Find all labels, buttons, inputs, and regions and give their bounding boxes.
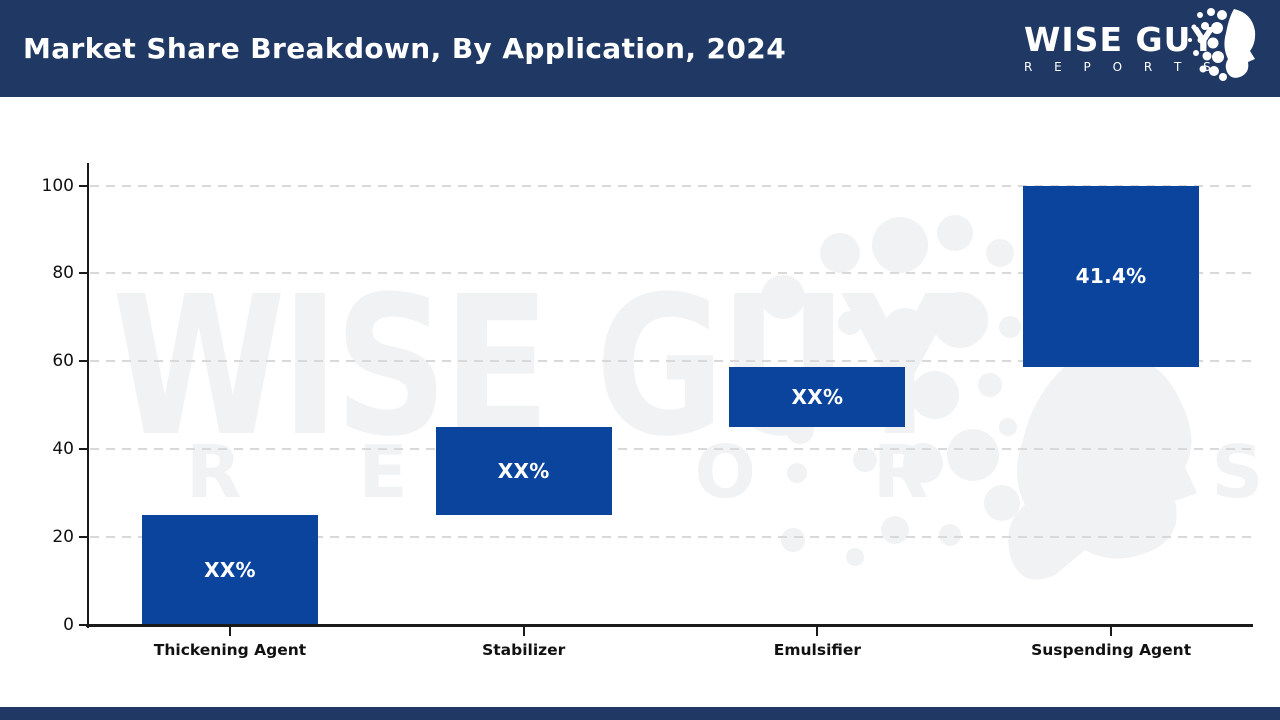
- y-tick-label: 0: [63, 615, 74, 635]
- x-category-label: Stabilizer: [482, 641, 566, 659]
- y-tick-label: 60: [52, 351, 74, 372]
- chart-title: Market Share Breakdown, By Application, …: [23, 32, 787, 65]
- y-tick-mark: [79, 272, 88, 275]
- y-tick-label: 40: [52, 439, 74, 460]
- y-gridline: [90, 536, 1253, 539]
- bar-stabilizer: XX%: [435, 427, 612, 516]
- logo-head-icon: [1188, 8, 1256, 81]
- header-banner: Market Share Breakdown, By Application, …: [0, 0, 1280, 97]
- bar-value-label: 41.4%: [1075, 264, 1147, 289]
- y-gridline: [90, 272, 1253, 275]
- bar-thickening-agent: XX%: [142, 515, 318, 625]
- x-category-label: Emulsifier: [773, 641, 862, 659]
- x-tick-mark: [1110, 627, 1113, 636]
- logo-reports-text: R E P O R T S: [1024, 60, 1220, 74]
- x-tick-mark: [229, 627, 231, 636]
- logo-wordmark: WISE GUY R E P O R T S: [1024, 20, 1220, 75]
- y-tick-label: 80: [52, 263, 74, 284]
- x-tick-mark: [816, 627, 819, 636]
- y-tick-mark: [79, 448, 88, 451]
- bar-value-label: XX%: [204, 558, 256, 583]
- logo-wiseguy-text: WISE GUY: [1024, 20, 1217, 59]
- y-tick-mark: [79, 360, 88, 363]
- y-tick-label: 20: [52, 527, 74, 548]
- y-gridline: [90, 360, 1253, 363]
- x-axis-line: [86, 624, 1253, 627]
- y-tick-mark: [79, 624, 88, 626]
- y-gridline: [90, 448, 1253, 451]
- y-gridline: [90, 184, 1253, 187]
- x-tick-mark: [522, 627, 525, 636]
- bar-value-label: XX%: [497, 459, 550, 484]
- bar-emulsifier: XX%: [729, 367, 906, 428]
- y-tick-label: 100: [41, 175, 74, 196]
- bar-value-label: XX%: [791, 385, 844, 410]
- y-tick-mark: [79, 536, 88, 539]
- footer-bar: [0, 707, 1280, 720]
- wiseguy-logo: WISE GUY R E P O R T S: [1024, 0, 1264, 97]
- bar-suspending-agent: 41.4%: [1023, 185, 1200, 368]
- x-category-label: Suspending Agent: [1031, 641, 1192, 659]
- x-category-label: Thickening Agent: [153, 641, 307, 659]
- y-axis-line: [87, 163, 89, 628]
- y-tick-mark: [79, 184, 88, 187]
